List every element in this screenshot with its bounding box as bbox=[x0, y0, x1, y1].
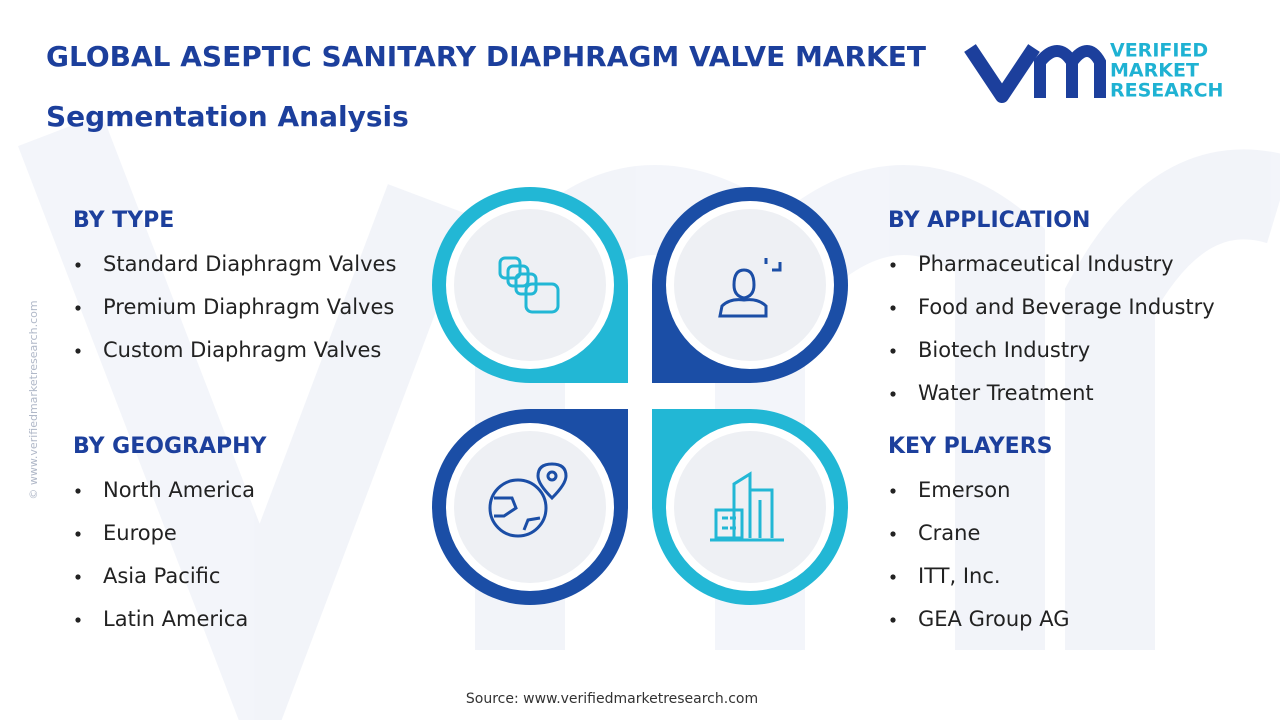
source: Source: www.verifiedmarketresearch.com bbox=[466, 691, 758, 707]
segment-item: Custom Diaphragm Valves bbox=[103, 338, 381, 362]
segment-item: Crane bbox=[918, 521, 980, 545]
segment-item: Standard Diaphragm Valves bbox=[103, 252, 396, 276]
segment-item: Emerson bbox=[918, 478, 1010, 502]
bullet bbox=[75, 262, 81, 268]
segment-item: Asia Pacific bbox=[103, 564, 220, 588]
bullet bbox=[890, 574, 896, 580]
segment-item: Biotech Industry bbox=[918, 338, 1090, 362]
segment-item: Pharmaceutical Industry bbox=[918, 252, 1174, 276]
icon-part bbox=[494, 496, 541, 531]
logo-text: MARKET bbox=[1110, 60, 1199, 82]
bullet bbox=[890, 488, 896, 494]
petal-center bbox=[674, 209, 826, 361]
icon-part bbox=[732, 268, 756, 300]
icon-part bbox=[524, 282, 560, 314]
logo-v bbox=[964, 44, 1040, 103]
subtitle: Segmentation Analysis bbox=[46, 100, 409, 133]
bullet bbox=[890, 617, 896, 623]
petal-center bbox=[454, 431, 606, 583]
icon-part bbox=[764, 258, 782, 272]
icon-part bbox=[718, 298, 768, 318]
icon-part bbox=[506, 264, 530, 288]
icon-geography bbox=[488, 462, 568, 538]
logo-text: VERIFIED bbox=[1110, 40, 1208, 62]
background-watermark bbox=[17, 113, 1280, 724]
icon-part bbox=[488, 478, 548, 538]
logo: VERIFIED MARKET RESEARCH bbox=[964, 40, 1223, 103]
bullet bbox=[75, 617, 81, 623]
bullet bbox=[75, 531, 81, 537]
segment-item: North America bbox=[103, 478, 255, 502]
bullet bbox=[75, 305, 81, 311]
segment-item: Water Treatment bbox=[918, 381, 1094, 405]
icon-part bbox=[714, 508, 744, 540]
segment-item: Europe bbox=[103, 521, 177, 545]
icon-part bbox=[722, 516, 736, 530]
bullet bbox=[890, 531, 896, 537]
logo-m bbox=[1034, 45, 1106, 98]
icon-part bbox=[498, 256, 522, 280]
segment-heading: KEY PLAYERS bbox=[888, 434, 1052, 459]
bullet bbox=[890, 305, 896, 311]
segment-item: Food and Beverage Industry bbox=[918, 295, 1215, 319]
bullet bbox=[890, 262, 896, 268]
side-watermark: © www.verifiedmarketresearch.com bbox=[27, 300, 40, 499]
segment-heading: BY GEOGRAPHY bbox=[73, 434, 268, 459]
icon-players bbox=[710, 471, 784, 542]
segment-item: ITT, Inc. bbox=[918, 564, 1001, 588]
logo-text: RESEARCH bbox=[1110, 80, 1223, 102]
icon-type bbox=[498, 256, 560, 314]
segment-heading: BY APPLICATION bbox=[888, 208, 1090, 233]
bullet bbox=[75, 348, 81, 354]
segment-item: GEA Group AG bbox=[918, 607, 1069, 631]
watermark-v bbox=[17, 113, 473, 724]
icon-part bbox=[546, 470, 558, 482]
bullet bbox=[75, 488, 81, 494]
segment-item: Latin America bbox=[103, 607, 248, 631]
bullet bbox=[75, 574, 81, 580]
icon-part bbox=[710, 471, 784, 542]
segment-heading: BY TYPE bbox=[73, 208, 174, 233]
icon-application bbox=[718, 258, 782, 318]
bullet bbox=[890, 348, 896, 354]
segment-item: Premium Diaphragm Valves bbox=[103, 295, 394, 319]
watermark-r bbox=[1065, 149, 1280, 650]
title: GLOBAL ASEPTIC SANITARY DIAPHRAGM VALVE … bbox=[46, 40, 926, 73]
bullet bbox=[890, 391, 896, 397]
